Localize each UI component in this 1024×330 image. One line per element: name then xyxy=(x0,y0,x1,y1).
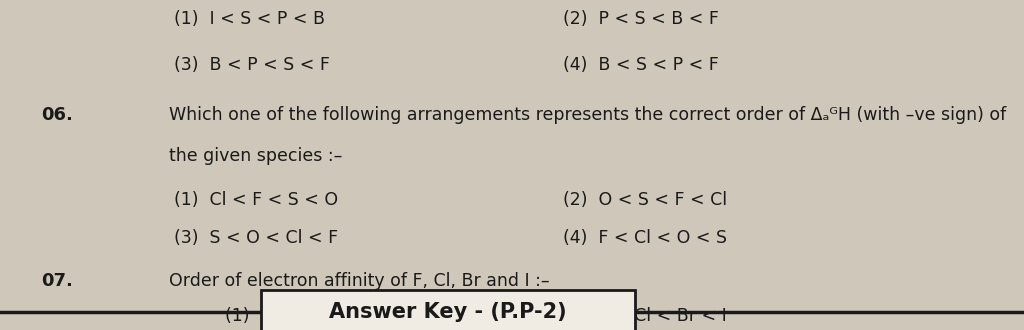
Text: Order of electron affinity of F, Cl, Br and I :–: Order of electron affinity of F, Cl, Br … xyxy=(169,272,550,290)
Text: (2)  P < S < B < F: (2) P < S < B < F xyxy=(563,10,719,28)
Text: (2)  F < Cl < Br < I: (2) F < Cl < Br < I xyxy=(563,307,727,325)
Text: (4)  B < S < P < F: (4) B < S < P < F xyxy=(563,56,719,74)
Text: (1)  I < S < P < B: (1) I < S < P < B xyxy=(174,10,325,28)
Text: the given species :–: the given species :– xyxy=(169,147,342,165)
Text: 06.: 06. xyxy=(41,106,73,124)
Text: (4)  F < Cl < O < S: (4) F < Cl < O < S xyxy=(563,229,727,248)
Text: Which one of the following arrangements represents the correct order of ΔₐᴳH (wi: Which one of the following arrangements … xyxy=(169,106,1007,124)
Text: Answer Key - (P.P-2): Answer Key - (P.P-2) xyxy=(329,302,567,322)
Text: 07.: 07. xyxy=(41,272,73,290)
Text: (2)  O < S < F < Cl: (2) O < S < F < Cl xyxy=(563,191,727,210)
FancyBboxPatch shape xyxy=(261,290,635,330)
Text: (1)  Cl < F < S < O: (1) Cl < F < S < O xyxy=(174,191,338,210)
Text: (3)  B < P < S < F: (3) B < P < S < F xyxy=(174,56,330,74)
Text: (3)  S < O < Cl < F: (3) S < O < Cl < F xyxy=(174,229,338,248)
Text: (1)  F < Cl > Br < I: (1) F < Cl > Br < I xyxy=(225,307,389,325)
